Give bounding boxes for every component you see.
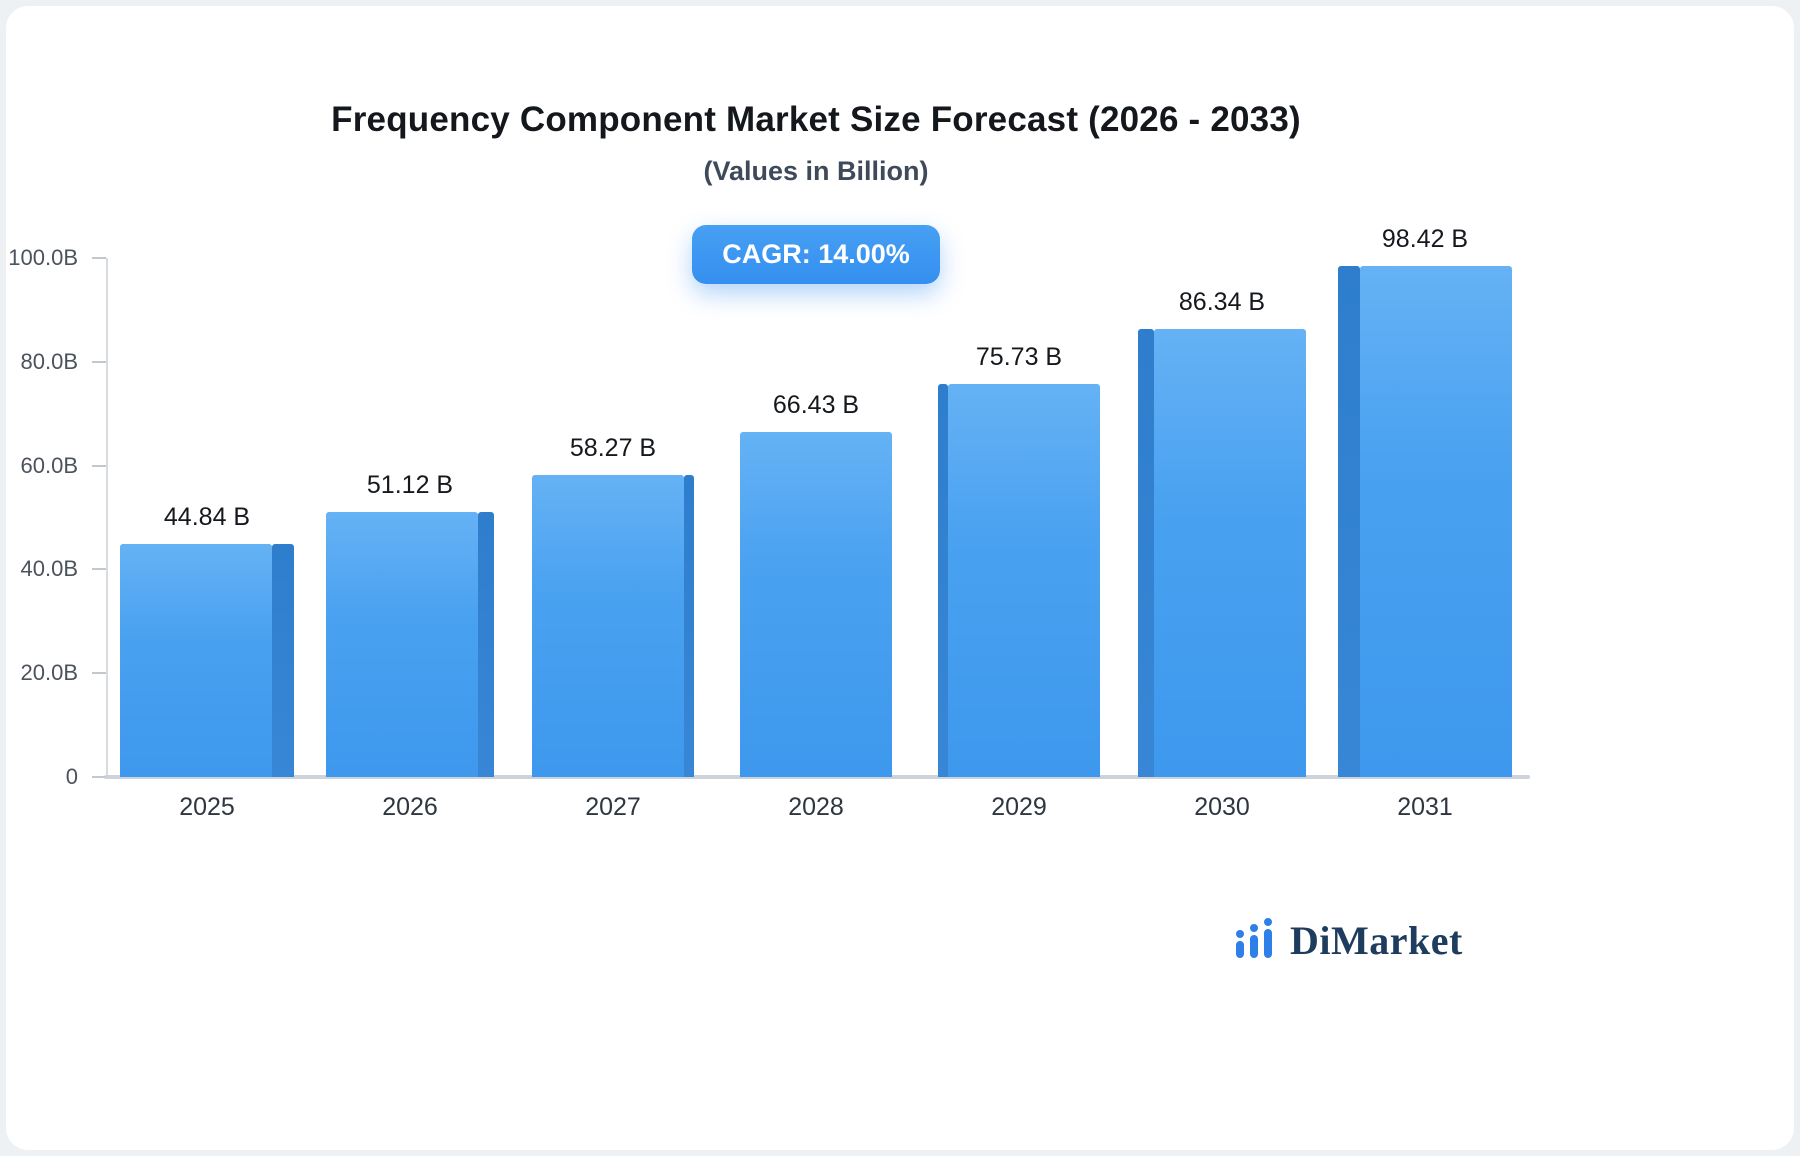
y-axis-line <box>106 258 108 777</box>
bar-value-label: 66.43 B <box>772 391 860 419</box>
x-axis-labels: 2025 2026 2027 2028 2029 2030 2031 <box>106 793 1526 827</box>
bar-face <box>1154 329 1306 777</box>
y-axis-tick <box>92 465 106 467</box>
bar-side <box>684 475 694 777</box>
bar-value-label: 86.34 B <box>1178 288 1266 316</box>
bar <box>938 384 1100 777</box>
x-axis-label: 2031 <box>1397 793 1453 821</box>
plot-area: 44.84 B 51.12 B 58.27 B 66.43 B 75.73 B 86.34… <box>92 225 1530 779</box>
y-axis-tick-label: 60.0B <box>20 453 79 478</box>
bar-value-label: 58.27 B <box>569 434 657 462</box>
dimarket-logo-icon <box>1236 918 1272 958</box>
bar-face <box>740 432 892 777</box>
x-axis-label: 2025 <box>179 793 235 821</box>
bar-face <box>532 475 684 777</box>
bar <box>740 432 892 777</box>
bar-side <box>272 544 294 777</box>
y-axis-tick <box>92 257 106 259</box>
bar-value-label: 44.84 B <box>163 503 251 531</box>
y-axis-tick <box>92 568 106 570</box>
bar-value-label: 98.42 B <box>1381 225 1469 253</box>
bar-face <box>948 384 1100 777</box>
bar <box>532 475 694 777</box>
y-axis-tick-label: 80.0B <box>20 349 79 374</box>
chart-subtitle: (Values in Billion) <box>703 156 929 186</box>
y-axis-labels: 100.0B 80.0B 60.0B 40.0B 20.0B 0 <box>6 245 92 789</box>
y-axis-tick-label: 100.0B <box>8 245 78 270</box>
brand-logo: DiMarket <box>1232 908 1463 972</box>
y-axis-tick-label: 0 <box>65 764 78 789</box>
bar-side <box>1138 329 1154 777</box>
y-axis-tick <box>92 361 106 363</box>
bar-side <box>1338 266 1360 777</box>
chart-title: Frequency Component Market Size Forecast… <box>331 100 1301 139</box>
chart-card: Frequency Component Market Size Forecast… <box>6 6 1794 1150</box>
bar-face <box>326 512 478 777</box>
bar-value-label: 51.12 B <box>366 471 454 499</box>
bar-face <box>120 544 272 777</box>
y-axis-tick <box>92 776 106 778</box>
x-axis-label: 2028 <box>788 793 844 821</box>
bar-side <box>938 384 948 777</box>
x-axis-label: 2029 <box>991 793 1047 821</box>
bar <box>1338 266 1512 777</box>
bar-face <box>1360 266 1512 777</box>
x-axis-line <box>104 775 1530 779</box>
y-axis-tick-label: 20.0B <box>20 660 79 685</box>
bar <box>326 512 494 777</box>
brand-name: DiMarket <box>1290 917 1463 963</box>
y-axis-tick <box>92 672 106 674</box>
bar-value-label: 75.73 B <box>975 343 1063 371</box>
chart-header: Frequency Component Market Size Forecast… <box>6 6 1626 284</box>
bar-side <box>478 512 494 777</box>
x-axis-label: 2030 <box>1194 793 1250 821</box>
x-axis-label: 2027 <box>585 793 641 821</box>
cagr-badge: CAGR: 14.00% <box>692 225 940 284</box>
x-axis-label: 2026 <box>382 793 438 821</box>
bar <box>1138 329 1306 777</box>
y-axis-tick-label: 40.0B <box>20 556 79 581</box>
bar <box>120 544 294 777</box>
